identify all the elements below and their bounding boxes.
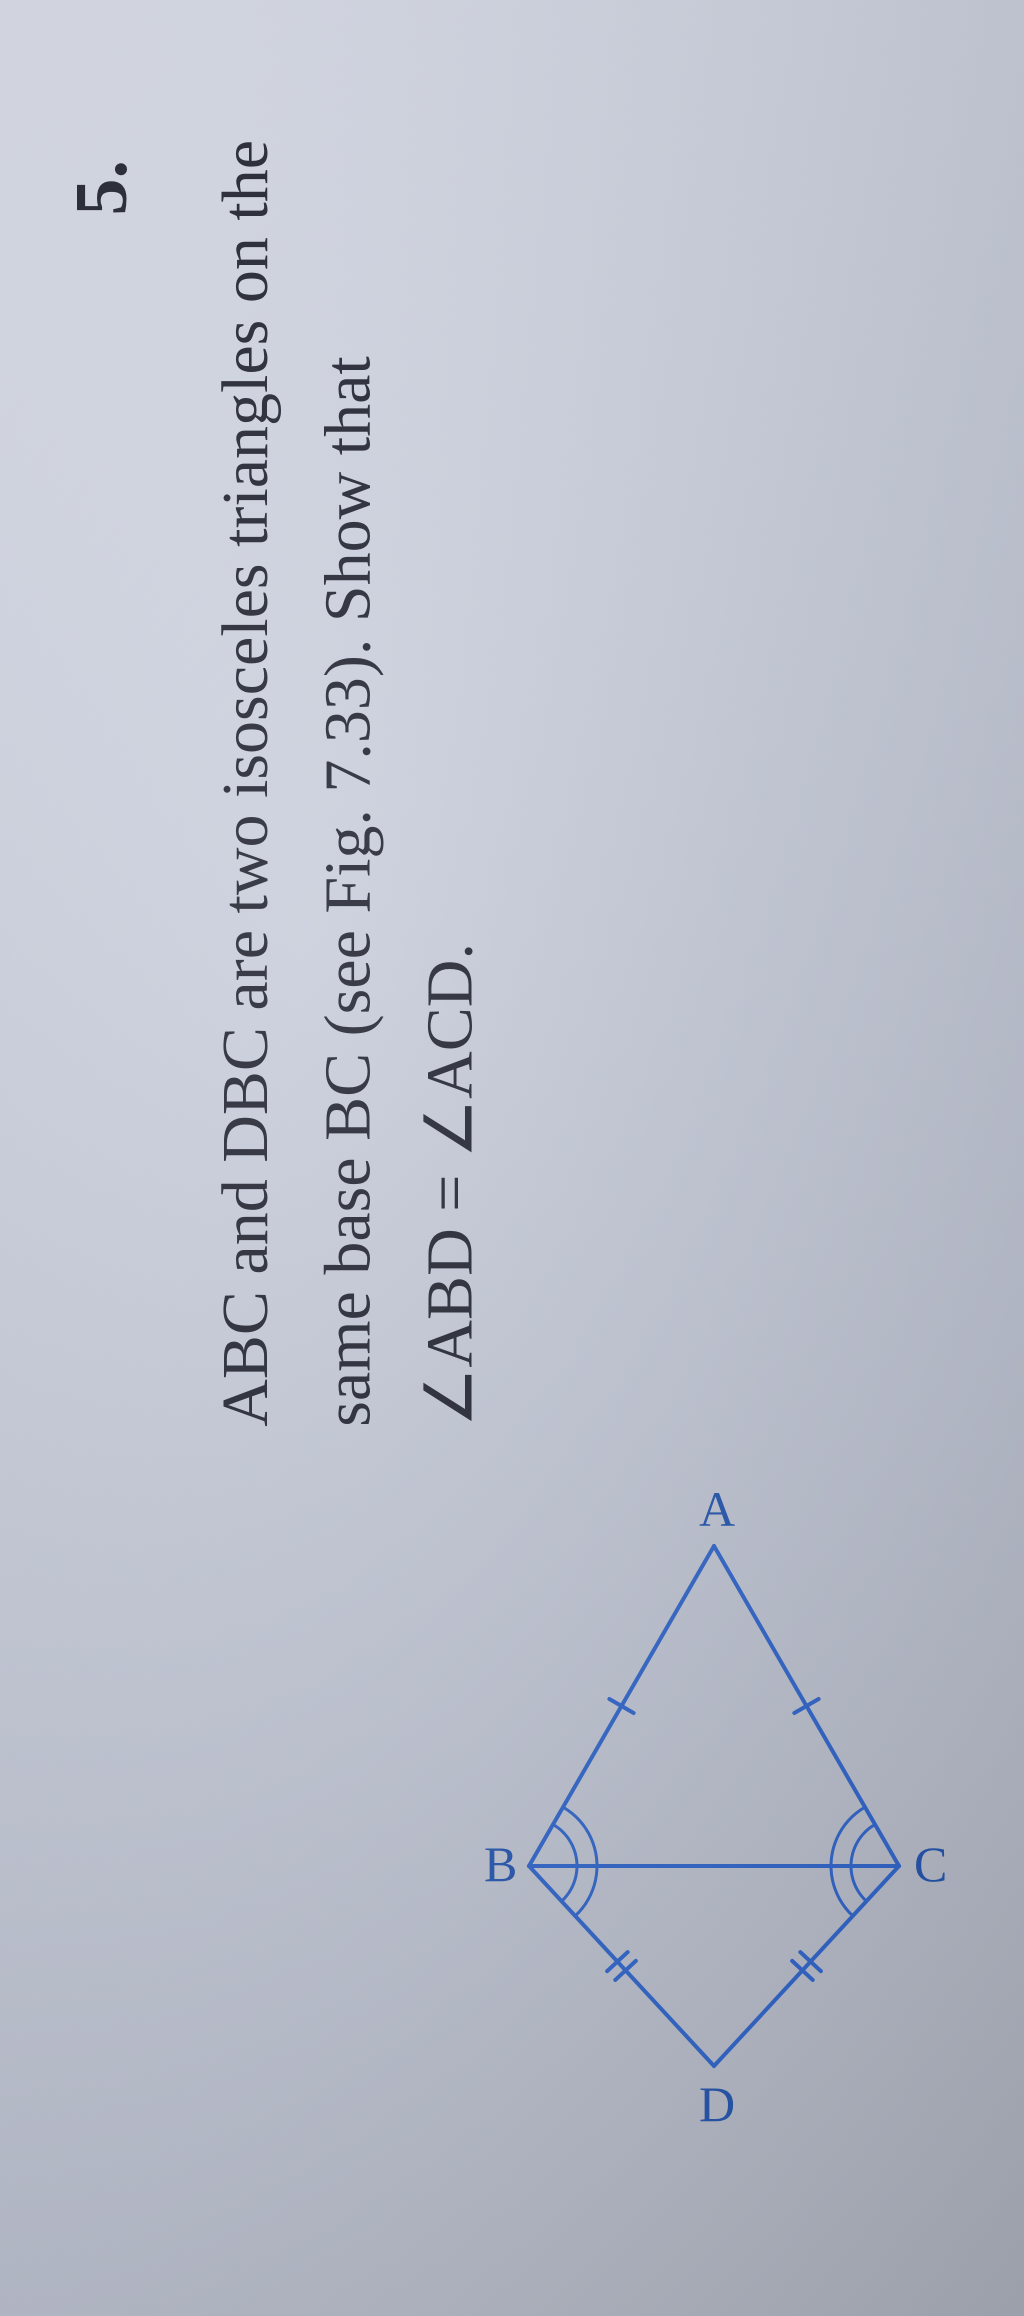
triangle-diagram: A B C D xyxy=(474,1456,954,2176)
question-number: 5. xyxy=(60,160,145,216)
svg-text:C: C xyxy=(914,1836,947,1892)
svg-text:D: D xyxy=(699,2076,735,2132)
text-line-2: same base BC (see Fig. 7.33). Show that xyxy=(311,356,384,1427)
svg-text:B: B xyxy=(484,1836,517,1892)
problem-text: ABC and DBC are two isosceles triangles … xyxy=(195,140,1024,1427)
svg-text:A: A xyxy=(699,1481,735,1537)
page: 5. ABC and DBC are two isosceles triangl… xyxy=(0,0,1024,2316)
figure-container: A B C D xyxy=(474,1456,954,2176)
text-line-1: ABC and DBC are two isosceles triangles … xyxy=(209,140,282,1427)
text-line-3: ∠ABD = ∠ACD. xyxy=(414,943,487,1427)
question-content: ABC and DBC are two isosceles triangles … xyxy=(195,140,1024,1427)
